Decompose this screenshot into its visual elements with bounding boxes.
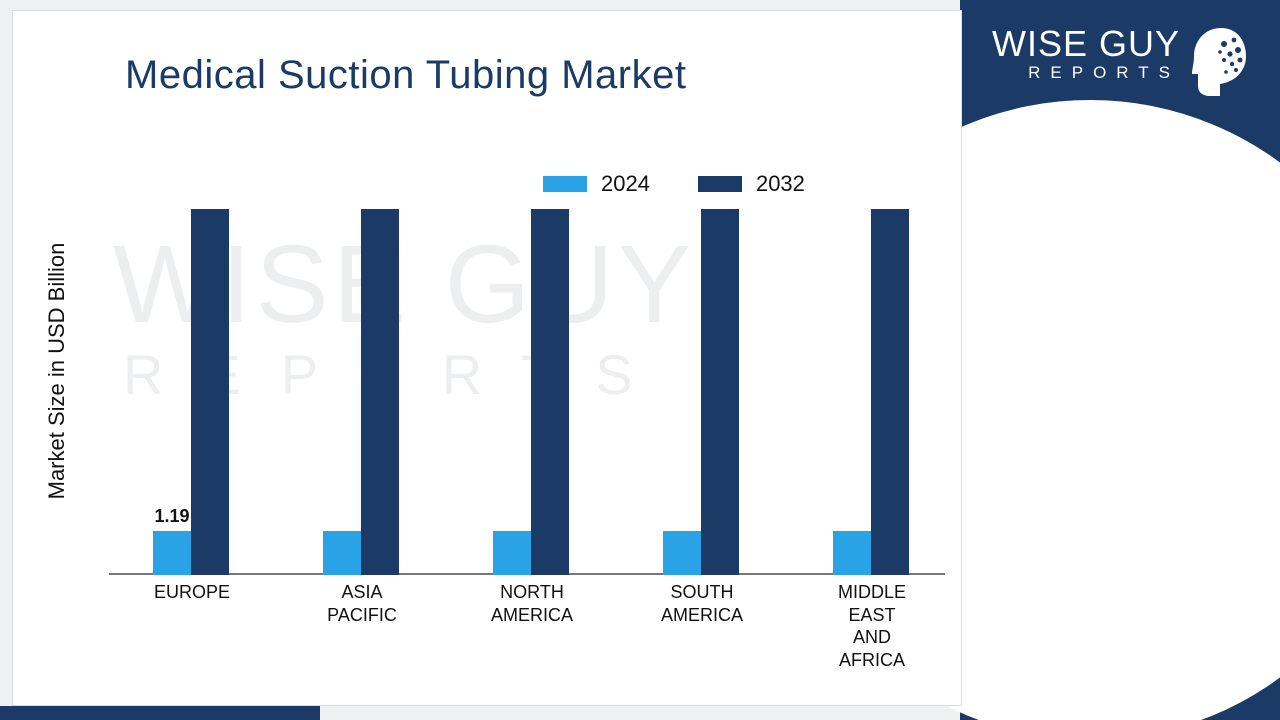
legend: 2024 2032 — [543, 171, 805, 197]
bar-2032 — [191, 209, 229, 575]
legend-label-2024: 2024 — [601, 171, 650, 197]
brand-head-icon — [1190, 26, 1252, 98]
bar-group: ASIA PACIFIC — [323, 209, 401, 575]
brand-top: WISE GUY — [992, 26, 1180, 62]
legend-swatch-2024 — [543, 176, 587, 192]
category-label: EUROPE — [122, 575, 262, 604]
bar-2024 — [323, 531, 361, 575]
legend-label-2032: 2032 — [756, 171, 805, 197]
brand-text: WISE GUY REPORTS — [992, 26, 1180, 81]
category-label: MIDDLE EAST AND AFRICA — [802, 575, 942, 671]
bar-group: 1.19EUROPE — [153, 209, 231, 575]
brand-bottom: REPORTS — [992, 64, 1180, 81]
bar-2032 — [361, 209, 399, 575]
bar-2024 — [663, 531, 701, 575]
plot-area: 1.19EUROPE ASIA PACIFIC NORTH AMERICA SOUTH… — [109, 209, 945, 575]
bar-group: MIDDLE EAST AND AFRICA — [833, 209, 911, 575]
y-axis-label: Market Size in USD Billion — [44, 243, 70, 500]
category-label: NORTH AMERICA — [462, 575, 602, 626]
legend-swatch-2032 — [698, 176, 742, 192]
bar-2032 — [531, 209, 569, 575]
legend-item-2032: 2032 — [698, 171, 805, 197]
bar-2024 — [153, 531, 191, 575]
stage: Medical Suction Tubing Market WISE GUY R… — [0, 0, 1280, 720]
bar-value-label: 1.19 — [154, 506, 189, 527]
chart-title: Medical Suction Tubing Market — [125, 53, 686, 98]
bar-group: NORTH AMERICA — [493, 209, 571, 575]
footer-accent-stripe — [0, 706, 320, 720]
chart-card: Medical Suction Tubing Market WISE GUY R… — [12, 10, 962, 706]
bar-2024 — [493, 531, 531, 575]
bar-2024 — [833, 531, 871, 575]
category-label: SOUTH AMERICA — [632, 575, 772, 626]
bar-group: SOUTH AMERICA — [663, 209, 741, 575]
brand-logo: WISE GUY REPORTS — [992, 26, 1252, 98]
legend-item-2024: 2024 — [543, 171, 650, 197]
category-label: ASIA PACIFIC — [292, 575, 432, 626]
bar-2032 — [701, 209, 739, 575]
bar-2032 — [871, 209, 909, 575]
